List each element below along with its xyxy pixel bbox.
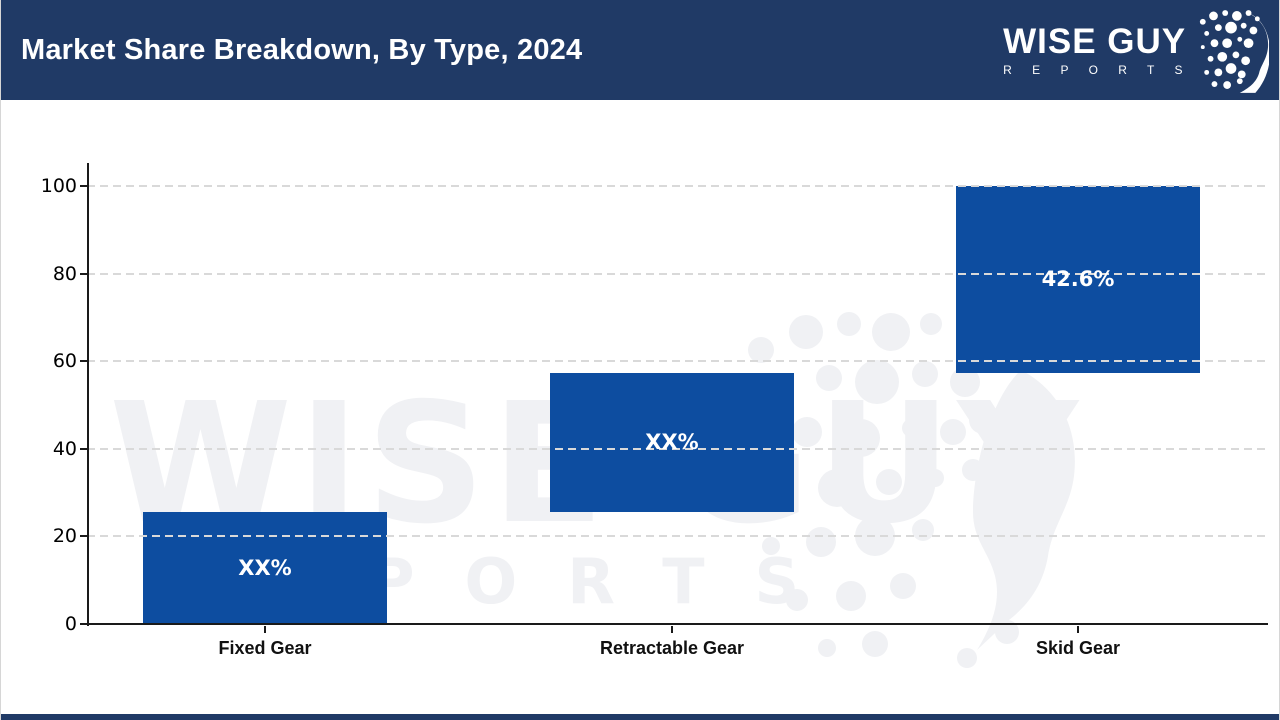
x-tick-label-2: Skid Gear [1035,638,1121,658]
y-tick-label-100: 100 [40,175,77,197]
watermark-face-icon [748,312,1075,668]
bar-skid-gear [956,186,1200,373]
y-tick-label-40: 40 [52,437,77,460]
logo-wordmark: WISE GUY [1003,21,1187,61]
y-tick-100 [80,185,88,187]
bar-value-label: XX% [238,555,292,580]
y-tick-20 [80,535,88,538]
gridline-20 [87,535,1267,538]
x-tick-0 [264,626,266,633]
bar-value-label: XX% [645,430,699,455]
gridline-100 [87,185,1267,187]
y-tick-label-80: 80 [52,262,77,285]
gridline-40 [87,447,1267,450]
x-tick-label-0: Fixed Gear [218,638,312,658]
x-tick-label-1: Retractable Gear [599,638,745,658]
y-axis-line [87,163,89,626]
gridline-80 [87,272,1267,275]
y-tick-label-0: 0 [64,613,77,635]
wise-guy-logo: WISE GUY R E P O R T S [1003,0,1269,100]
header-band: Market Share Breakdown, By Type, 2024 WI… [1,0,1279,100]
y-tick-60 [80,360,88,363]
logo-text: WISE GUY R E P O R T S [1003,21,1191,77]
x-axis-line [87,623,1268,625]
x-tick-2 [1077,626,1079,633]
footer-band [1,714,1279,720]
bar-value-label: 42.6% [1041,267,1115,292]
y-tick-40 [80,447,88,450]
y-tick-80 [80,272,88,275]
chart-area: WISE GUY REPORTS 0 20 40 60 80 1 [1,100,1280,714]
logo-subtitle: R E P O R T S [1003,62,1191,77]
bar-retractable-gear [550,372,794,512]
logo-face-icon [1199,10,1269,93]
y-tick-0 [80,623,88,625]
page-title: Market Share Breakdown, By Type, 2024 [21,33,583,66]
bar-fixed-gear [143,511,387,624]
gridline-60 [87,360,1267,363]
y-tick-label-20: 20 [52,525,77,548]
y-tick-label-60: 60 [52,350,77,373]
x-tick-1 [671,626,673,633]
